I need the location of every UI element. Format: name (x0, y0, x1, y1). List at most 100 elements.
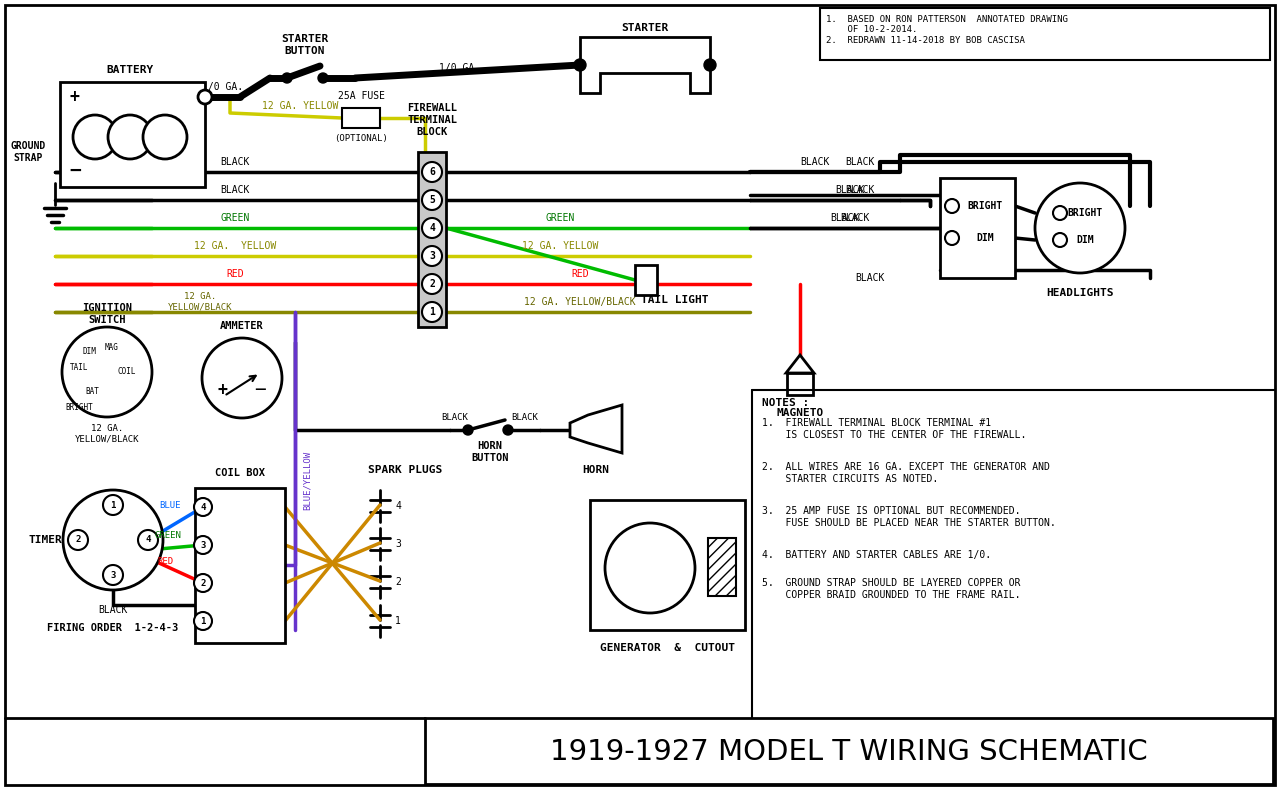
Bar (590, 500, 745, 630)
Circle shape (63, 490, 163, 590)
Circle shape (945, 199, 959, 213)
Circle shape (317, 73, 328, 83)
Text: BATTERY: BATTERY (106, 65, 154, 75)
Text: 1.  FIREWALL TERMINAL BLOCK TERMINAL #1
    IS CLOSEST TO THE CENTER OF THE FIRE: 1. FIREWALL TERMINAL BLOCK TERMINAL #1 I… (762, 418, 1027, 439)
Text: DIM: DIM (977, 233, 993, 243)
Circle shape (463, 425, 474, 435)
Text: 2: 2 (76, 536, 81, 544)
Text: SPARK PLUGS: SPARK PLUGS (367, 465, 442, 475)
Text: 3: 3 (396, 539, 401, 549)
Text: AMMETER: AMMETER (220, 321, 264, 331)
Text: COIL: COIL (118, 367, 136, 377)
Circle shape (422, 162, 442, 182)
Circle shape (195, 612, 212, 630)
Text: COIL BOX: COIL BOX (215, 468, 265, 478)
Bar (425, 718, 1274, 784)
Text: RED: RED (227, 269, 243, 279)
Polygon shape (580, 37, 710, 93)
Circle shape (108, 115, 152, 159)
Text: 12 GA.  YELLOW: 12 GA. YELLOW (193, 241, 276, 251)
Circle shape (945, 231, 959, 245)
Text: 2.  ALL WIRES ARE 16 GA. EXCEPT THE GENERATOR AND
    STARTER CIRCUITS AS NOTED.: 2. ALL WIRES ARE 16 GA. EXCEPT THE GENER… (762, 462, 1050, 483)
Text: 1: 1 (200, 616, 206, 626)
Text: BLUE: BLUE (159, 501, 180, 510)
Text: +: + (218, 381, 227, 399)
Text: BLACK: BLACK (855, 273, 884, 283)
Text: 6: 6 (429, 167, 435, 177)
Text: BLACK: BLACK (845, 157, 874, 167)
Polygon shape (786, 355, 814, 373)
Text: 1: 1 (429, 307, 435, 317)
Text: 3: 3 (200, 540, 206, 550)
Text: MAG: MAG (105, 343, 119, 352)
Bar (708, 538, 736, 596)
Text: HORN
BUTTON: HORN BUTTON (471, 441, 508, 463)
Circle shape (422, 190, 442, 210)
Text: BLACK: BLACK (220, 185, 250, 195)
Bar (195, 488, 285, 643)
Text: +: + (70, 88, 79, 106)
Text: BLACK: BLACK (442, 413, 468, 423)
Circle shape (195, 574, 212, 592)
Text: 5.  GROUND STRAP SHOULD BE LAYERED COPPER OR
    COPPER BRAID GROUNDED TO THE FR: 5. GROUND STRAP SHOULD BE LAYERED COPPER… (762, 578, 1020, 600)
Text: 12 GA.
YELLOW/BLACK: 12 GA. YELLOW/BLACK (168, 292, 232, 312)
Text: 2: 2 (396, 577, 401, 587)
Text: STARTER
BUTTON: STARTER BUTTON (282, 34, 329, 56)
Text: 4: 4 (396, 501, 401, 511)
Text: BRIGHT: BRIGHT (65, 402, 93, 412)
Circle shape (605, 523, 695, 613)
Bar (820, 8, 1270, 60)
Text: (OPTIONAL): (OPTIONAL) (334, 134, 388, 142)
Text: FIREWALL
TERMINAL
BLOCK: FIREWALL TERMINAL BLOCK (407, 103, 457, 137)
Text: 4.  BATTERY AND STARTER CABLES ARE 1/0.: 4. BATTERY AND STARTER CABLES ARE 1/0. (762, 550, 991, 560)
Text: BLACK: BLACK (220, 157, 250, 167)
Circle shape (1036, 183, 1125, 273)
Text: 1.  BASED ON RON PATTERSON  ANNOTATED DRAWING
    OF 10-2-2014.
2.  REDRAWN 11-1: 1. BASED ON RON PATTERSON ANNOTATED DRAW… (826, 15, 1068, 45)
Text: GREEN: GREEN (220, 213, 250, 223)
Text: 1: 1 (110, 501, 115, 510)
Text: STARTER: STARTER (621, 23, 668, 33)
Text: TAIL LIGHT: TAIL LIGHT (641, 295, 709, 305)
Circle shape (503, 425, 513, 435)
Circle shape (195, 498, 212, 516)
Text: HORN: HORN (582, 465, 609, 475)
Circle shape (1053, 233, 1068, 247)
Circle shape (138, 530, 157, 550)
Text: IGNITION
SWITCH: IGNITION SWITCH (82, 303, 132, 325)
Text: BLUE/YELLOW: BLUE/YELLOW (302, 450, 311, 510)
Text: 4: 4 (429, 223, 435, 233)
Text: 2: 2 (429, 279, 435, 289)
Circle shape (1053, 206, 1068, 220)
Text: 4: 4 (146, 536, 151, 544)
Text: MAGNETO: MAGNETO (777, 408, 823, 418)
Text: −: − (255, 381, 266, 400)
Bar (60, 82, 205, 187)
Text: BAT: BAT (84, 388, 99, 397)
Circle shape (102, 495, 123, 515)
Bar (787, 373, 813, 395)
Circle shape (68, 530, 88, 550)
Circle shape (573, 59, 586, 71)
Text: 3: 3 (429, 251, 435, 261)
Text: 2: 2 (200, 578, 206, 588)
Text: TAIL: TAIL (69, 363, 88, 371)
Text: RED: RED (157, 558, 173, 566)
Text: 5: 5 (429, 195, 435, 205)
Circle shape (422, 302, 442, 322)
Circle shape (73, 115, 116, 159)
Text: 12 GA. YELLOW: 12 GA. YELLOW (522, 241, 598, 251)
Circle shape (143, 115, 187, 159)
Circle shape (195, 536, 212, 554)
Circle shape (422, 246, 442, 266)
Text: BLACK: BLACK (831, 213, 860, 223)
Circle shape (422, 274, 442, 294)
Circle shape (61, 327, 152, 417)
Text: 25A FUSE: 25A FUSE (338, 91, 384, 101)
Text: RED: RED (571, 269, 589, 279)
Text: 12 GA. YELLOW: 12 GA. YELLOW (262, 101, 338, 111)
Text: −: − (69, 160, 81, 179)
Text: 1/0 GA.: 1/0 GA. (439, 63, 480, 73)
Bar (419, 152, 445, 327)
Text: 3.  25 AMP FUSE IS OPTIONAL BUT RECOMMENDED.
    FUSE SHOULD BE PLACED NEAR THE : 3. 25 AMP FUSE IS OPTIONAL BUT RECOMMEND… (762, 506, 1056, 528)
Text: FIRING ORDER  1-2-4-3: FIRING ORDER 1-2-4-3 (47, 623, 179, 633)
